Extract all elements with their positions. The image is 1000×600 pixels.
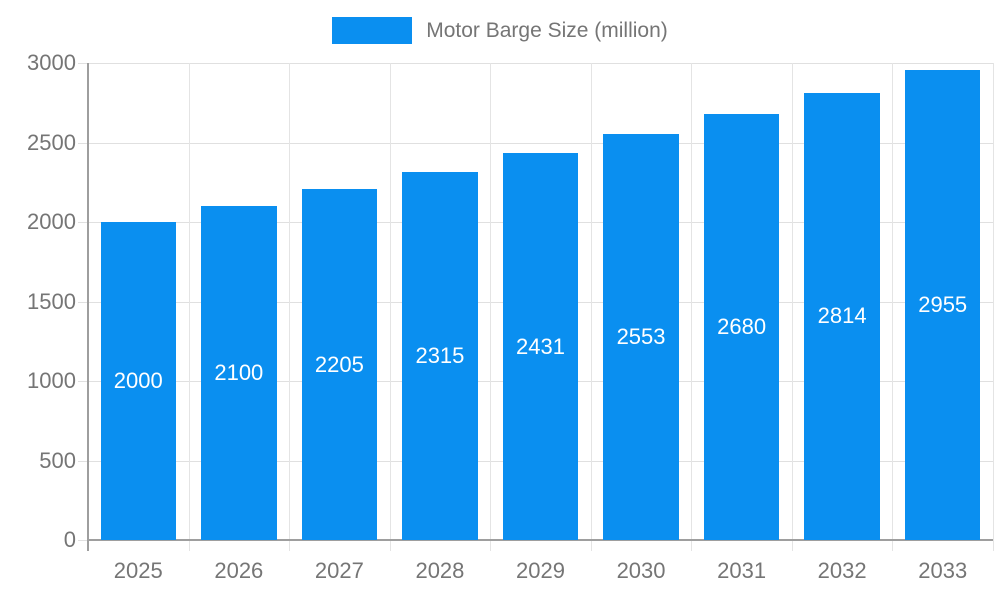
bar-value-label: 2205 [314,351,364,377]
bar-2028: 2315 [402,171,478,540]
x-tick-label: 2028 [415,558,465,583]
x-tick-label: 2026 [214,558,264,583]
h-gridline [78,63,993,64]
x-tick-label: 2032 [817,558,867,583]
bar-value-label: 2431 [516,333,565,359]
legend-swatch [332,17,413,44]
x-tick-label: 2027 [314,558,364,583]
bar-value-label: 2553 [616,324,666,350]
bar-value-label: 2000 [113,368,163,393]
y-tick-label: 3000 [27,50,76,75]
plot-area: 2000 2100 2205 2315 2431 2553 2680 2814 2955 [78,63,994,551]
x-tick-label: 2033 [918,558,968,583]
v-gridline [490,63,492,551]
bar-2025: 2000 [100,222,176,540]
bar-2026: 2100 [201,206,277,540]
y-tick-label: 0 [63,527,76,552]
legend-label: Motor Barge Size (million) [426,18,668,42]
y-tick-label: 500 [39,447,76,473]
bar-2031: 2680 [703,113,780,540]
x-tick-label: 2031 [717,558,767,583]
v-gridline [691,63,693,551]
v-gridline [993,63,994,551]
bar-2030: 2553 [603,134,679,540]
bar-value-label: 2680 [717,313,767,339]
y-tick-label: 1500 [27,288,76,314]
v-gridline [188,63,190,551]
bar-value-label: 2814 [817,303,867,329]
x-tick-label: 2029 [516,558,565,583]
h-gridline [78,142,993,144]
y-tick-label: 1000 [27,368,76,393]
bar-2032: 2814 [804,92,880,540]
bar-value-label: 2100 [214,360,264,386]
v-gridline [590,63,592,551]
y-tick-label: 2500 [27,129,76,155]
x-tick-label: 2030 [616,558,666,583]
x-axis-line [87,539,993,541]
legend: Motor Barge Size (million) [0,17,1000,44]
v-gridline [892,63,894,551]
bar-2033: 2955 [905,70,981,540]
v-gridline [389,63,391,551]
y-tick-label: 2000 [27,209,76,234]
bar-value-label: 2955 [918,292,968,318]
bar-2029: 2431 [502,153,579,540]
x-tick-label: 2025 [113,558,163,583]
bar-2027: 2205 [301,189,378,540]
y-axis-line [87,63,89,551]
v-gridline [791,63,793,551]
v-gridline [289,63,291,551]
bar-value-label: 2315 [415,342,465,368]
